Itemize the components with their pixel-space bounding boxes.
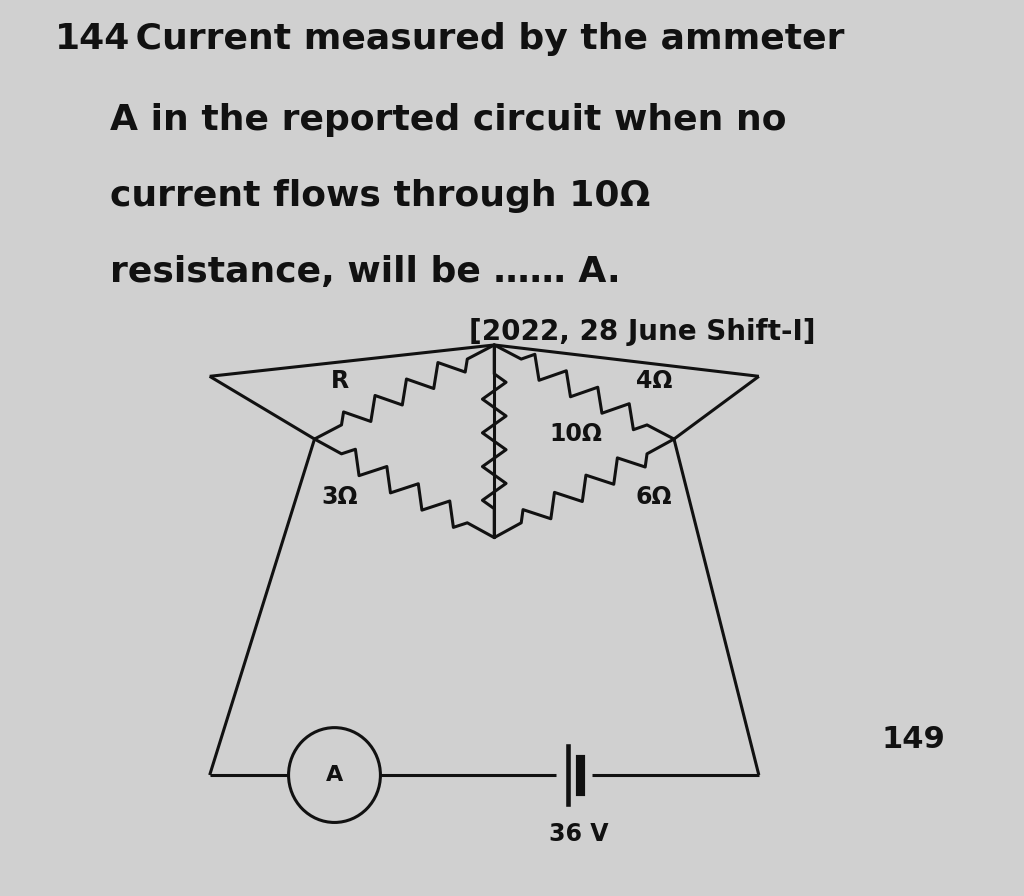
Text: 149: 149 xyxy=(882,725,945,754)
Text: Current measured by the ammeter: Current measured by the ammeter xyxy=(123,22,845,56)
Text: 6Ω: 6Ω xyxy=(636,486,673,509)
Text: 4Ω: 4Ω xyxy=(636,369,672,393)
Text: 36 V: 36 V xyxy=(549,822,609,846)
Text: R: R xyxy=(331,369,348,393)
Text: 10Ω: 10Ω xyxy=(549,422,602,446)
Text: A: A xyxy=(326,765,343,785)
Text: current flows through 10Ω: current flows through 10Ω xyxy=(110,179,650,213)
Text: 144: 144 xyxy=(55,22,130,56)
Text: resistance, will be …… A.: resistance, will be …… A. xyxy=(110,255,621,289)
Text: 3Ω: 3Ω xyxy=(322,486,357,509)
Text: [2022, 28 June Shift-I]: [2022, 28 June Shift-I] xyxy=(469,318,816,346)
Ellipse shape xyxy=(289,728,381,823)
Text: A in the reported circuit when no: A in the reported circuit when no xyxy=(110,103,786,137)
